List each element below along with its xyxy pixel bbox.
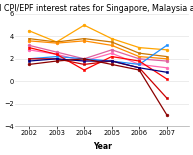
Title: Real CPI/EPF interest rates for Singapore, Malaysia and Ind: Real CPI/EPF interest rates for Singapor… [0, 4, 193, 13]
X-axis label: Year: Year [93, 142, 112, 151]
